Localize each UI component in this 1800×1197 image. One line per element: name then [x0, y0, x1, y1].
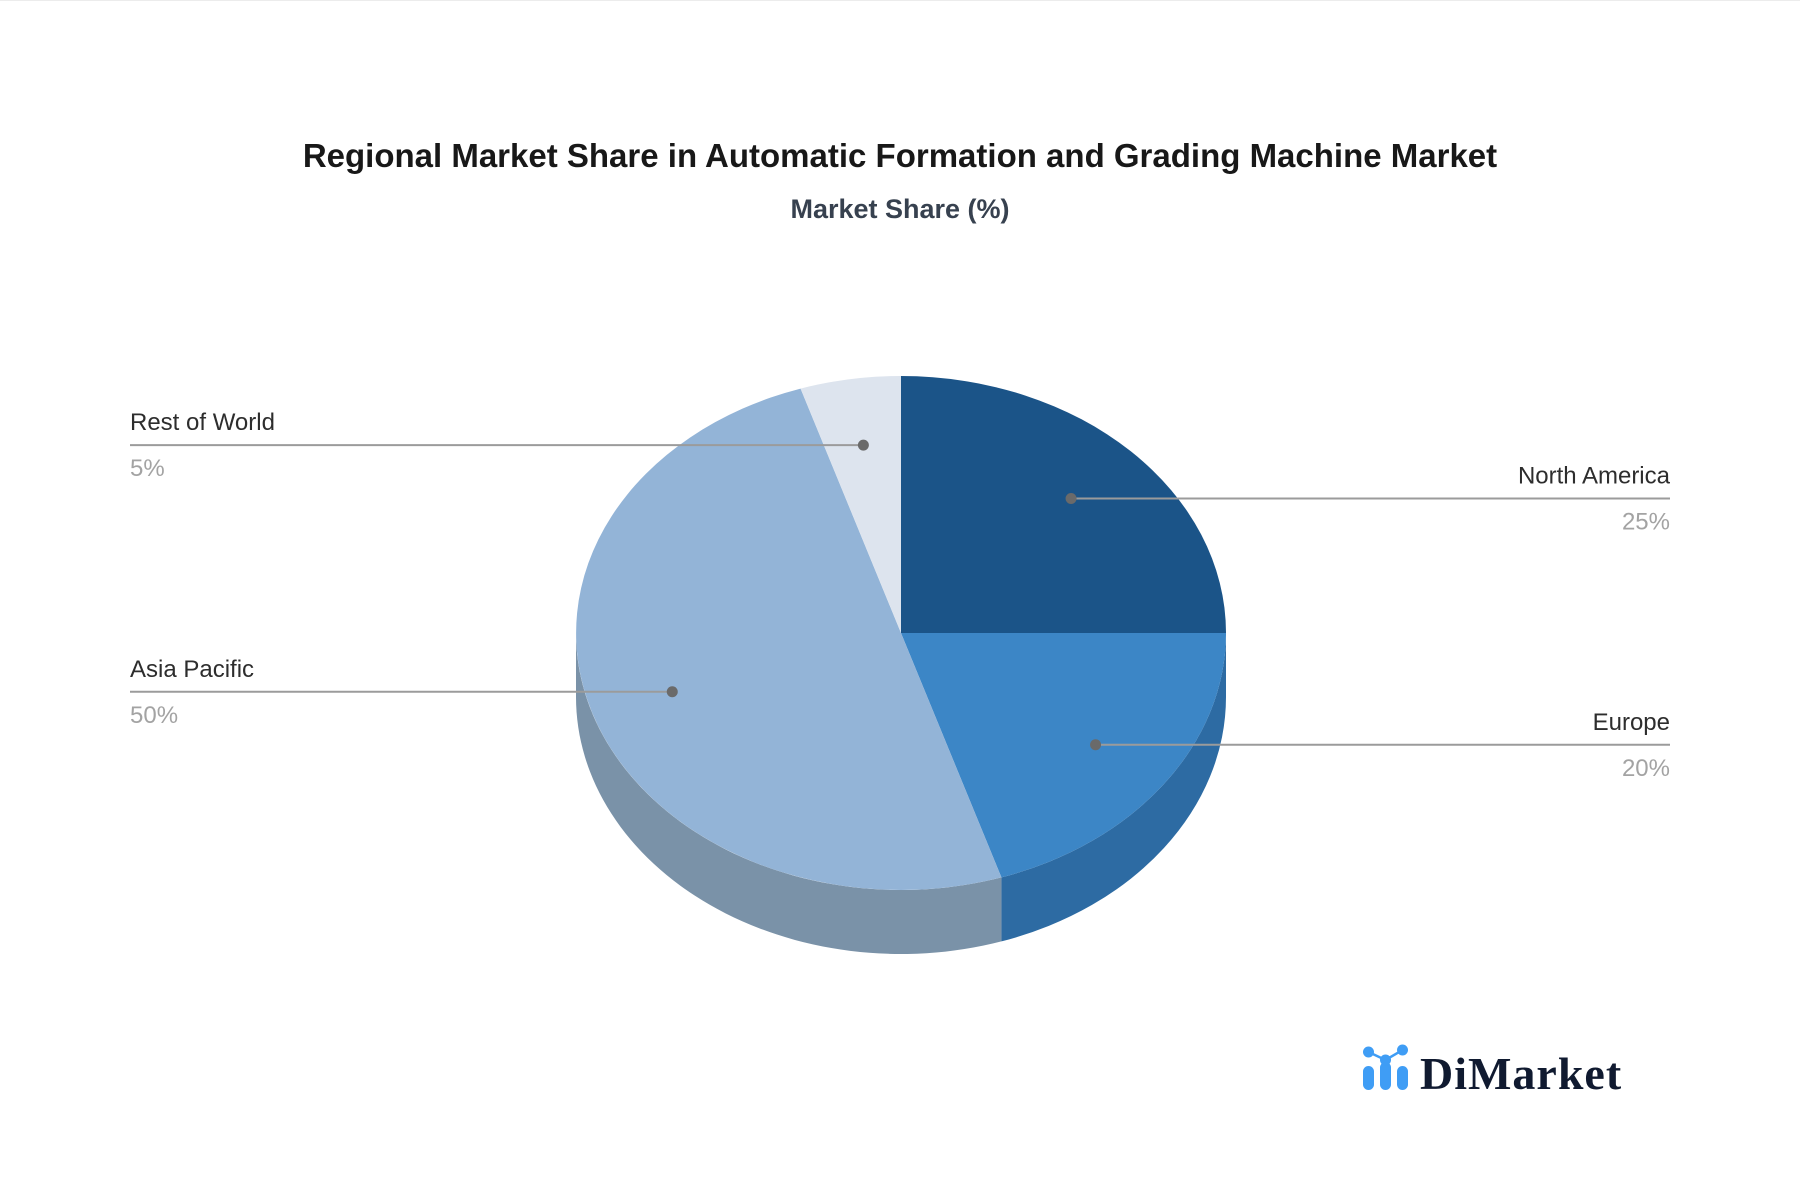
pie-slice-rest-of-world[interactable]	[800, 376, 901, 633]
chart-title: Regional Market Share in Automatic Forma…	[302, 137, 1498, 174]
slice-name-europe: Europe	[1593, 709, 1670, 736]
leader-dot-rest-of-world	[857, 439, 869, 451]
slice-value-europe: 20%	[1622, 755, 1670, 782]
pie-slice-side-asia-pacific	[576, 633, 1002, 954]
slice-name-rest-of-world: Rest of World	[130, 409, 275, 436]
pie-label-rest-of-world: Rest of World 5%	[130, 409, 869, 482]
pie-slice-north-america[interactable]	[901, 376, 1226, 633]
brand-name: DiMarket	[1420, 1048, 1623, 1099]
pie-label-asia-pacific: Asia Pacific 50%	[130, 656, 678, 729]
slice-value-asia-pacific: 50%	[130, 702, 178, 729]
pie-slice-europe[interactable]	[901, 633, 1226, 878]
bar-line-chart-icon	[1363, 1044, 1408, 1090]
leader-dot-north-america	[1065, 493, 1077, 505]
slice-name-north-america: North America	[1518, 463, 1671, 490]
pie-slice-asia-pacific[interactable]	[576, 388, 1002, 890]
slice-name-asia-pacific: Asia Pacific	[130, 656, 254, 683]
slice-value-north-america: 25%	[1622, 509, 1670, 536]
pie-slice-side-europe	[1001, 633, 1226, 942]
leader-dot-asia-pacific	[666, 686, 678, 698]
leader-dot-europe	[1090, 739, 1102, 751]
pie-label-europe: Europe 20%	[1090, 709, 1670, 782]
pie-label-north-america: North America 25%	[1065, 463, 1671, 536]
slice-value-rest-of-world: 5%	[130, 455, 165, 482]
chart-subtitle: Market Share (%)	[790, 194, 1010, 224]
brand-logo: DiMarket	[1361, 1043, 1622, 1097]
